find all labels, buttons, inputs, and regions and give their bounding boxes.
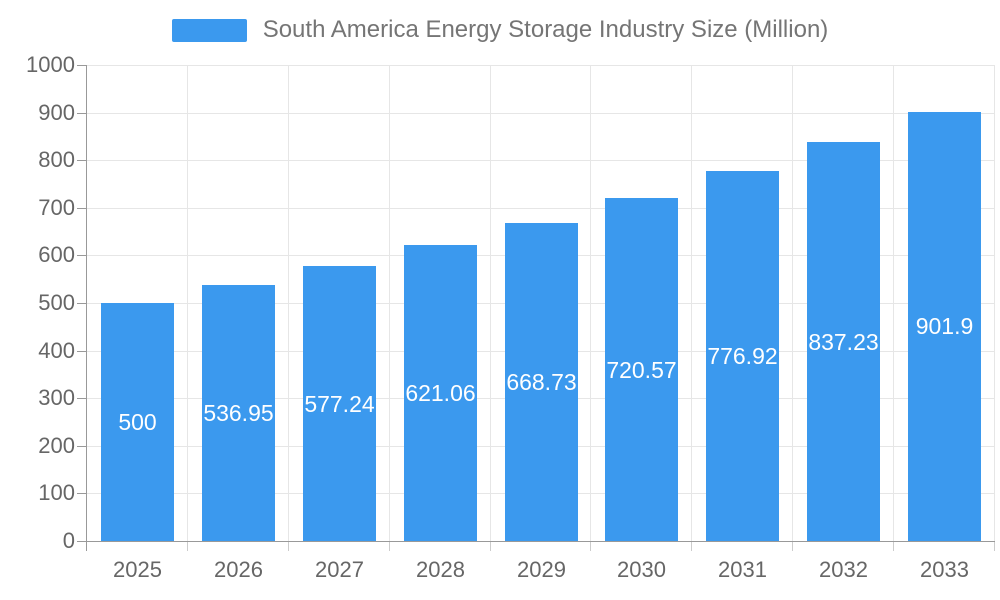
- bar-2030[interactable]: [605, 198, 678, 541]
- bar-value-label: 500: [118, 409, 157, 435]
- v-gridline: [691, 65, 692, 541]
- x-axis-line: [86, 541, 995, 542]
- x-boundary-tick-mark: [893, 541, 894, 551]
- h-gridline: [87, 65, 995, 66]
- chart-legend[interactable]: South America Energy Storage Industry Si…: [0, 16, 1000, 44]
- bar-2027[interactable]: [303, 266, 376, 541]
- v-gridline: [994, 65, 995, 541]
- v-gridline: [389, 65, 390, 541]
- x-tick-label: 2031: [718, 557, 767, 582]
- bar-value-label: 837.23: [808, 329, 879, 355]
- x-tick-label: 2032: [819, 557, 868, 582]
- x-tick-label: 2025: [113, 557, 162, 582]
- y-tick-label: 1000: [26, 52, 75, 77]
- legend-title: South America Energy Storage Industry Si…: [262, 16, 829, 43]
- v-gridline: [187, 65, 188, 541]
- bar-value-label: 776.92: [707, 343, 778, 369]
- v-gridline: [288, 65, 289, 541]
- y-tick-label: 800: [38, 147, 75, 172]
- bar-2029[interactable]: [505, 223, 578, 541]
- legend-swatch-icon: [171, 18, 247, 42]
- y-tick-mark: [77, 541, 87, 542]
- h-gridline: [87, 160, 995, 161]
- y-tick-label: 400: [38, 338, 75, 363]
- bar-2026[interactable]: [202, 285, 275, 541]
- x-boundary-tick-mark: [590, 541, 591, 551]
- y-tick-label: 500: [38, 290, 75, 315]
- y-tick-mark: [77, 446, 87, 447]
- x-boundary-tick-mark: [691, 541, 692, 551]
- y-tick-label: 0: [62, 528, 75, 553]
- x-boundary-tick-mark: [490, 541, 491, 551]
- y-tick-label: 200: [38, 433, 75, 458]
- x-tick-label: 2030: [617, 557, 666, 582]
- v-gridline: [893, 65, 894, 541]
- bar-2033[interactable]: [908, 112, 981, 541]
- y-tick-mark: [77, 160, 87, 161]
- bar-value-label: 668.73: [506, 369, 577, 395]
- y-tick-mark: [77, 398, 87, 399]
- y-axis-line: [86, 65, 87, 551]
- bar-2025[interactable]: [101, 303, 174, 541]
- y-tick-mark: [77, 208, 87, 209]
- y-tick-mark: [77, 351, 87, 352]
- bar-value-label: 536.95: [203, 400, 274, 426]
- y-tick-mark: [77, 303, 87, 304]
- v-gridline: [590, 65, 591, 541]
- y-tick-mark: [77, 65, 87, 66]
- x-tick-label: 2033: [920, 557, 969, 582]
- x-boundary-tick-mark: [792, 541, 793, 551]
- x-boundary-tick-mark: [994, 541, 995, 551]
- bar-2032[interactable]: [807, 142, 880, 541]
- x-tick-label: 2026: [214, 557, 263, 582]
- bar-value-label: 720.57: [606, 357, 677, 383]
- v-gridline: [792, 65, 793, 541]
- bar-2031[interactable]: [706, 171, 779, 541]
- bar-value-label: 577.24: [304, 391, 375, 417]
- y-tick-label: 100: [38, 480, 75, 505]
- x-tick-label: 2027: [315, 557, 364, 582]
- y-tick-label: 900: [38, 100, 75, 125]
- bar-2028[interactable]: [404, 245, 477, 541]
- x-boundary-tick-mark: [389, 541, 390, 551]
- y-tick-label: 700: [38, 195, 75, 220]
- plot-area: 500 536.95 577.24 621.06 668.73 720.57 776.92 8…: [87, 65, 995, 541]
- bar-value-label: 901.9: [915, 313, 974, 339]
- h-gridline: [87, 113, 995, 114]
- y-tick-mark: [77, 493, 87, 494]
- h-gridline: [87, 208, 995, 209]
- y-tick-mark: [77, 255, 87, 256]
- y-tick-mark: [77, 113, 87, 114]
- bar-value-label: 621.06: [405, 380, 476, 406]
- x-boundary-tick-mark: [288, 541, 289, 551]
- x-boundary-tick-mark: [187, 541, 188, 551]
- v-gridline: [490, 65, 491, 541]
- x-tick-label: 2029: [517, 557, 566, 582]
- y-tick-label: 600: [38, 242, 75, 267]
- x-tick-label: 2028: [416, 557, 465, 582]
- y-tick-label: 300: [38, 385, 75, 410]
